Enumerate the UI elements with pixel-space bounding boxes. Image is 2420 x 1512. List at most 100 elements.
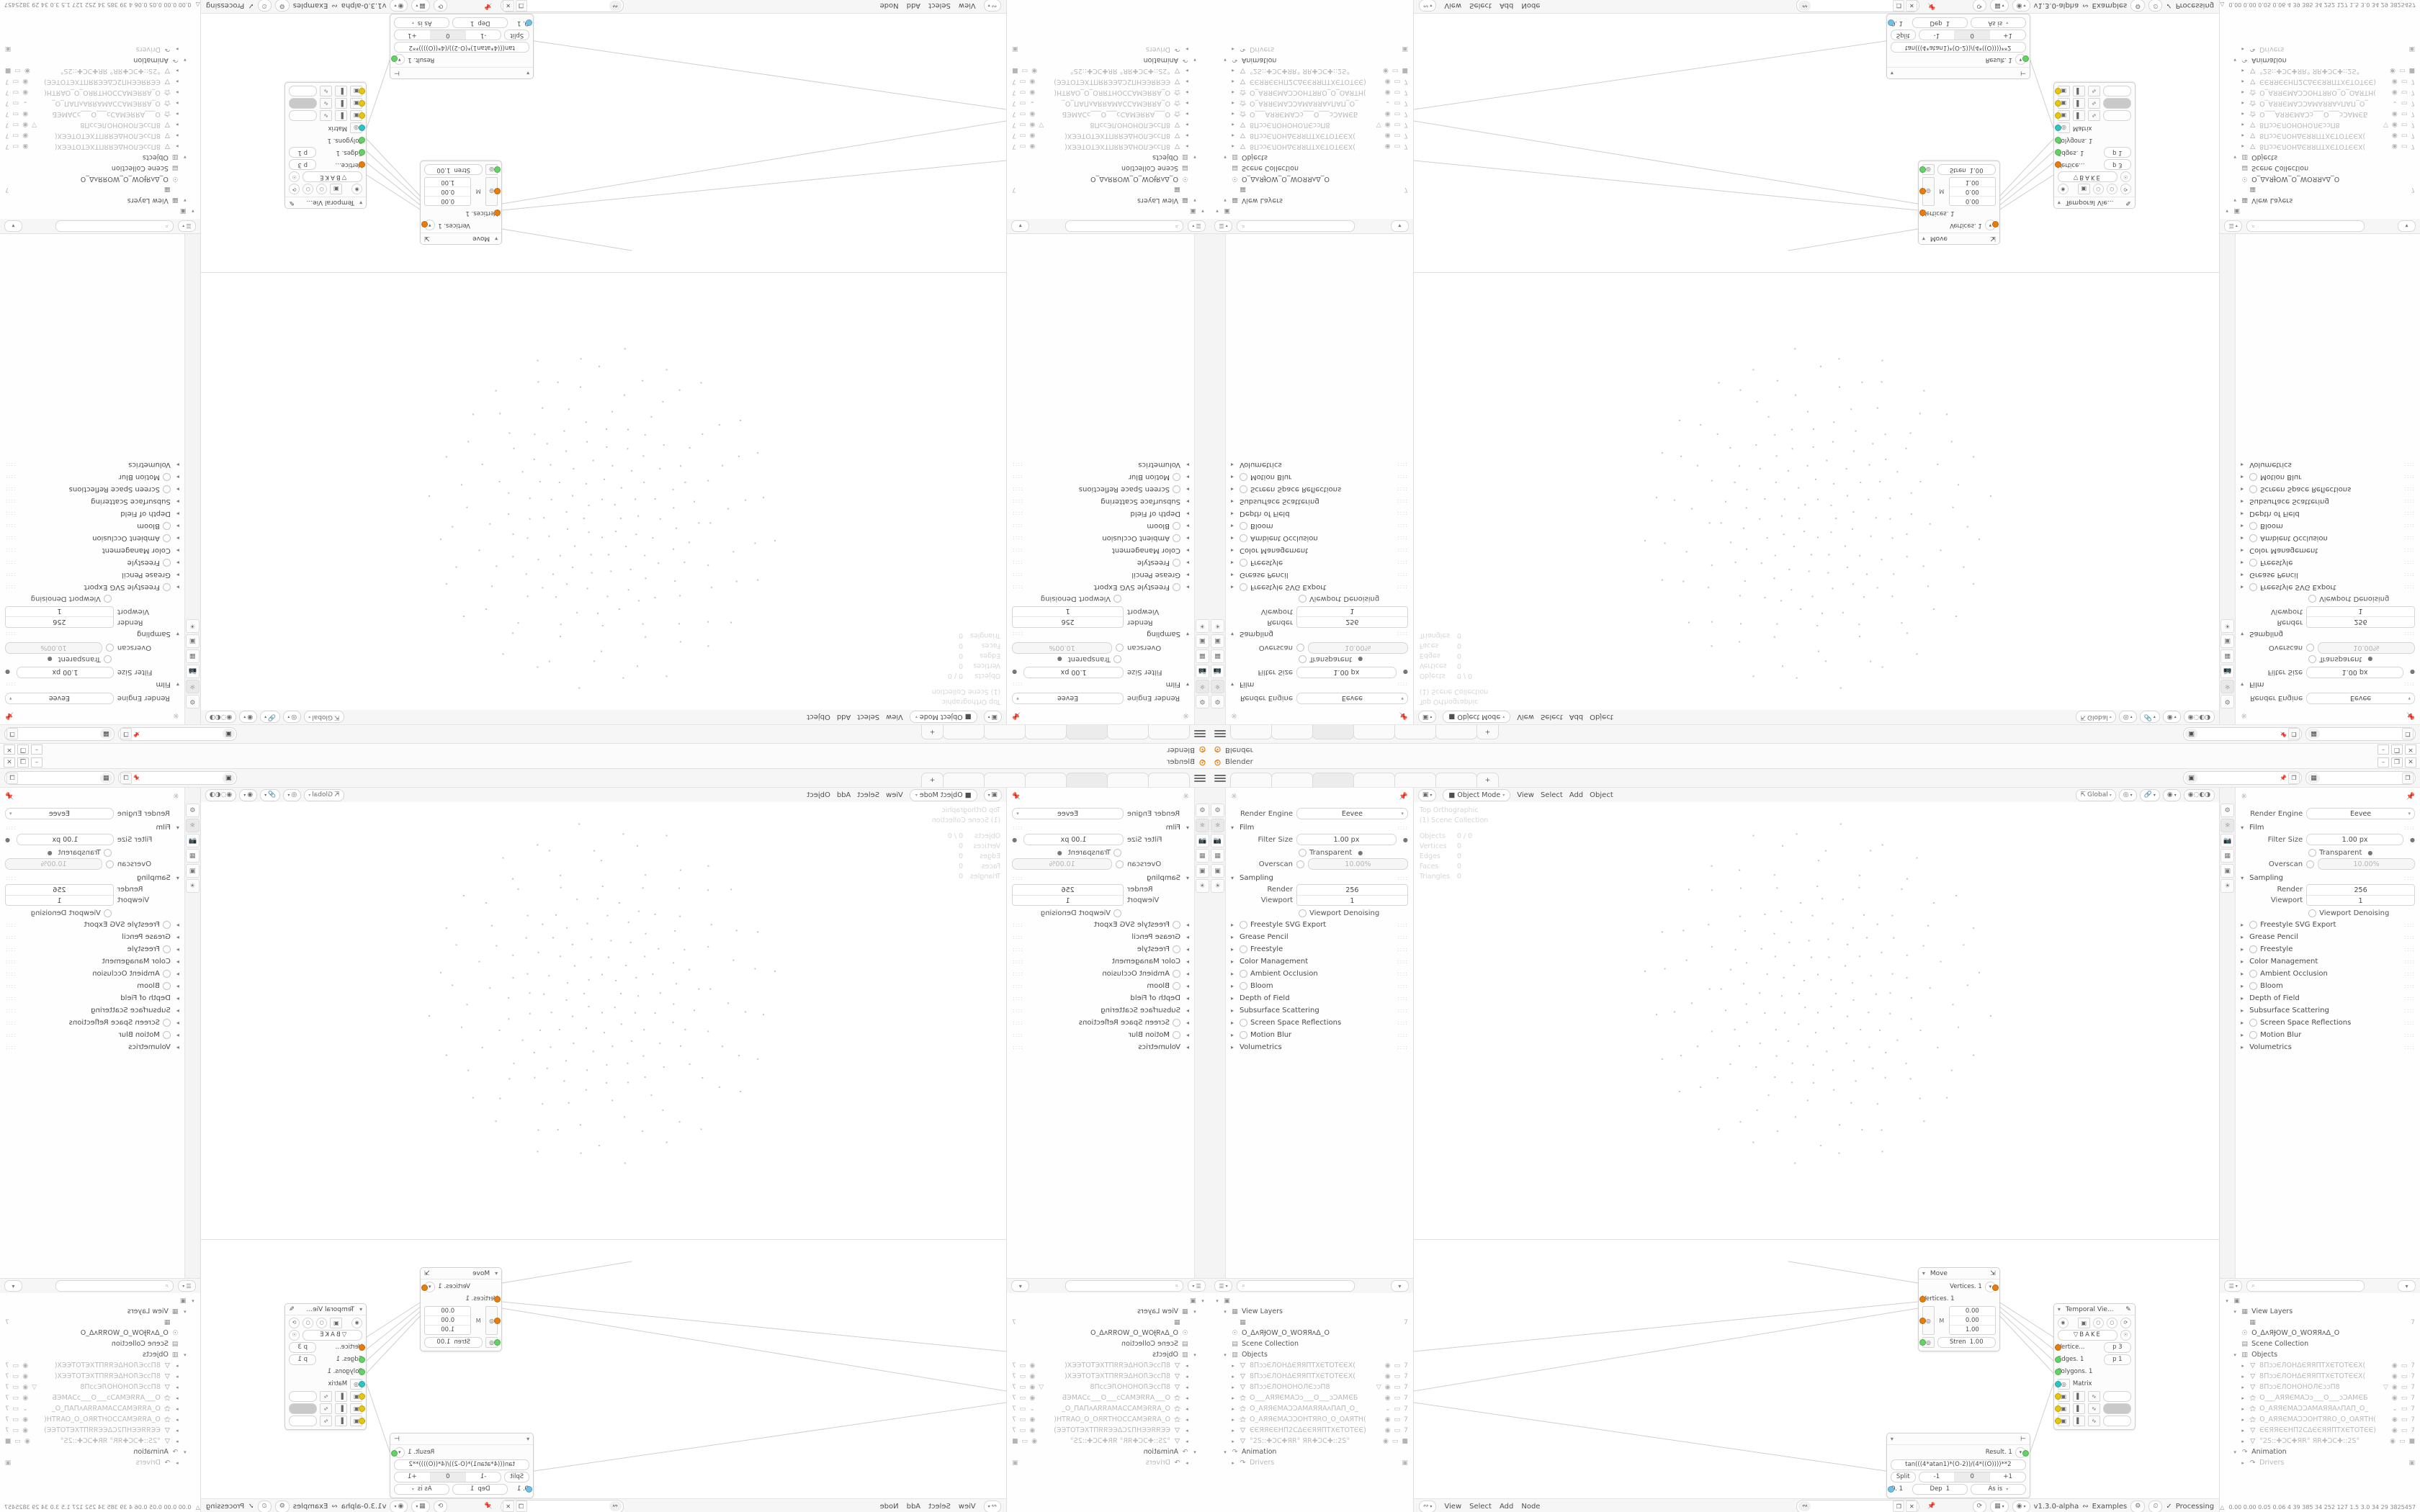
node-socket[interactable]: [494, 188, 501, 194]
outliner-row[interactable]: ▾ ▣: [3, 1295, 197, 1306]
mode-dropdown[interactable]: ■ Object Mode ▾: [1443, 789, 1510, 801]
property-section-bloom[interactable]: ▸ Bloom::::: [2241, 980, 2415, 992]
section-checkbox[interactable]: [2249, 982, 2257, 990]
viewport-denoising-row-right[interactable]: Viewport Denoising: [2241, 908, 2415, 919]
expand-triangle-icon[interactable]: ▸: [1230, 112, 1236, 117]
camera-icon[interactable]: ὏7: [1404, 132, 1408, 140]
expand-triangle-icon[interactable]: ▾: [182, 1449, 188, 1455]
scene-name-field[interactable]: [142, 773, 221, 783]
expand-triangle-icon[interactable]: ▾: [1222, 1449, 1228, 1455]
viewport-denoising-row-right[interactable]: Viewport Denoising: [5, 593, 179, 604]
property-section-volumetrics[interactable]: ▸ Volumetrics::::: [1012, 1041, 1189, 1053]
render-engine-dropdown[interactable]: Eevee ▾: [2306, 808, 2415, 819]
property-section-freestyle[interactable]: ▸ Freestyle::::: [1231, 943, 1408, 955]
expand-triangle-icon[interactable]: ▾: [2224, 209, 2230, 215]
screen-icon[interactable]: ▭: [13, 111, 19, 118]
eye-icon[interactable]: ◉: [1029, 1416, 1035, 1423]
expand-triangle-icon[interactable]: ▸: [2240, 1439, 2246, 1444]
screen-icon[interactable]: ▭: [1394, 1395, 1401, 1402]
film-panel-header-right[interactable]: ▾ Film ::::: [2241, 822, 2415, 834]
viewport-samples-field[interactable]: 1: [6, 606, 113, 616]
step-minus[interactable]: -1: [1919, 31, 1955, 40]
property-section-depth-of-field[interactable]: ▸ Depth of Field::::: [2241, 992, 2415, 1004]
bake-options-icon[interactable]: ☉: [2120, 1330, 2131, 1341]
screen-icon[interactable]: ▭: [1394, 78, 1401, 86]
eye-icon[interactable]: ◉: [1385, 78, 1391, 86]
property-section-grease-pencil[interactable]: ▸ Grease Pencil::::: [1231, 569, 1408, 581]
property-section-grease-pencil[interactable]: ▸ Grease Pencil::::: [1012, 931, 1189, 943]
section-checkbox[interactable]: [1240, 485, 1247, 493]
bake-options-icon[interactable]: ☉: [2120, 172, 2131, 183]
expand-triangle-icon[interactable]: ▸: [174, 47, 180, 53]
section-checkbox[interactable]: [2249, 921, 2257, 929]
property-section-volumetrics[interactable]: ▸ Volumetrics::::: [2241, 459, 2415, 471]
eye-icon[interactable]: ◉: [1029, 1427, 1035, 1434]
overscan-checkbox[interactable]: [1296, 860, 1304, 868]
viewport-menu-add[interactable]: Add: [837, 714, 851, 721]
processing-label[interactable]: Processing: [206, 1503, 244, 1511]
property-section-motion-blur[interactable]: ▸ Motion Blur::::: [2241, 1029, 2415, 1041]
render-samples-field[interactable]: 256: [1013, 616, 1123, 627]
outliner-row[interactable]: ▸ ▽ 8ПɔɔЄЛОНОНОЛЄɔɔП8 ▽ ◉ ▭ ὏7: [1010, 1382, 1207, 1392]
properties-search-input[interactable]: ⌕: [1065, 1280, 1183, 1292]
camera-icon[interactable]: ὏7: [1012, 1395, 1016, 1402]
node-formula[interactable]: ▾ ⊢ Result. 1 ▾ tan(((4*atan1)*(O-2))/(4*((O…: [390, 1433, 534, 1498]
overscan-checkbox[interactable]: [106, 860, 114, 868]
editor-type-icon[interactable]: ▣ ▾: [1418, 789, 1437, 801]
overscan-field[interactable]: 10.00%: [5, 642, 102, 654]
shading-mode-buttons[interactable]: ◉◌◐◑: [2184, 789, 2215, 801]
expand-triangle-icon[interactable]: ▸: [2240, 1428, 2246, 1434]
tab-tool-icon[interactable]: ⚙: [1211, 695, 1224, 708]
step-zero[interactable]: 0: [1955, 31, 1990, 40]
transform-orientation-dropdown[interactable]: ⇱ Global ▾: [304, 711, 344, 724]
node-move-a[interactable]: ▾ Move ⇲ Vertices. 1 ▾ Vertices. 1 ◎ M 0.00 0.00 1…: [420, 161, 502, 245]
section-checkbox[interactable]: [1173, 473, 1180, 481]
eye-icon[interactable]: ◉: [2392, 1362, 2398, 1369]
color-field[interactable]: [2103, 99, 2131, 109]
expand-triangle-icon[interactable]: ▸: [174, 90, 180, 96]
pivot-point-dropdown[interactable]: ◎ ▾: [2119, 711, 2137, 724]
node-menu-select[interactable]: Select: [1469, 2, 1492, 10]
property-section-color-management[interactable]: ▸ Color Management::::: [1231, 955, 1408, 968]
node-socket[interactable]: [2055, 1344, 2061, 1351]
camera-icon[interactable]: ὏7: [1012, 1384, 1016, 1391]
outliner-row[interactable]: ▾ ↷ Animation: [2223, 55, 2417, 66]
expand-triangle-icon[interactable]: ▾: [1192, 58, 1198, 63]
viewport-denoising-row[interactable]: Viewport Denoising: [1012, 593, 1189, 604]
outliner-row[interactable]: ▾ ▣: [2223, 1295, 2417, 1306]
pencil-icon[interactable]: ✎: [289, 199, 295, 207]
node-socket[interactable]: [359, 1405, 365, 1412]
sverchok-examples-button[interactable]: Examples: [293, 2, 328, 10]
eye-icon[interactable]: ◉: [1029, 1395, 1035, 1402]
expand-triangle-icon[interactable]: ▾: [182, 198, 188, 204]
section-checkbox[interactable]: [1240, 921, 1247, 929]
node-socket[interactable]: [1992, 221, 1999, 228]
expand-triangle-icon[interactable]: ▸: [2240, 1363, 2246, 1369]
workspace-tab[interactable]: [1271, 725, 1313, 739]
node-socket[interactable]: [359, 149, 365, 156]
outliner-row[interactable]: ▸ ⚝ O_AЯЯЄMAƆƆAMAЯЯAʌПАП_O_ ⌄ ▭ ὏7: [1010, 1403, 1207, 1414]
split-button[interactable]: Split: [504, 30, 529, 41]
node-move-a[interactable]: ▾ Move ⇲ Vertices. 1 ▾ Vertices. 1 ◎ M 0.00 0.00 1…: [1918, 161, 2000, 245]
camera-icon[interactable]: ὏7: [5, 111, 9, 118]
node-socket[interactable]: [2055, 137, 2061, 143]
property-section-volumetrics[interactable]: ▸ Volumetrics::::: [5, 459, 179, 471]
overscan-checkbox[interactable]: [106, 644, 114, 652]
brush-icon[interactable]: ▌: [2073, 1403, 2085, 1414]
step-minus[interactable]: -1: [465, 1472, 501, 1482]
film-panel-header[interactable]: ▾ Film ::::: [1231, 678, 1408, 690]
outliner-row[interactable]: ▾ ▣: [1010, 1295, 1207, 1306]
outliner-row[interactable]: ▸ ▽ 8ПɔɔЄЛОНΔЄЯЯПТXЄТOТЄЄX(◉ ▭ ὏7: [2223, 130, 2417, 141]
curve-icon[interactable]: ∿: [320, 1391, 332, 1402]
tab-viewlayer-icon[interactable]: ▦: [1196, 849, 1209, 863]
filter-display-button[interactable]: ☰ ▾: [2224, 1280, 2242, 1292]
viewport-denoising-row-right[interactable]: Viewport Denoising: [2241, 593, 2415, 604]
screen-icon[interactable]: ▭: [1394, 132, 1401, 140]
node-socket[interactable]: [2022, 55, 2029, 62]
node-socket[interactable]: [359, 1418, 365, 1424]
screen-icon[interactable]: ▭: [1020, 1373, 1026, 1380]
transparent-checkbox[interactable]: [104, 849, 112, 857]
camera-icon[interactable]: ὏7: [2411, 1319, 2415, 1326]
expand-triangle-icon[interactable]: ▾: [1192, 1352, 1198, 1358]
processing-label[interactable]: Processing: [2176, 1503, 2214, 1511]
